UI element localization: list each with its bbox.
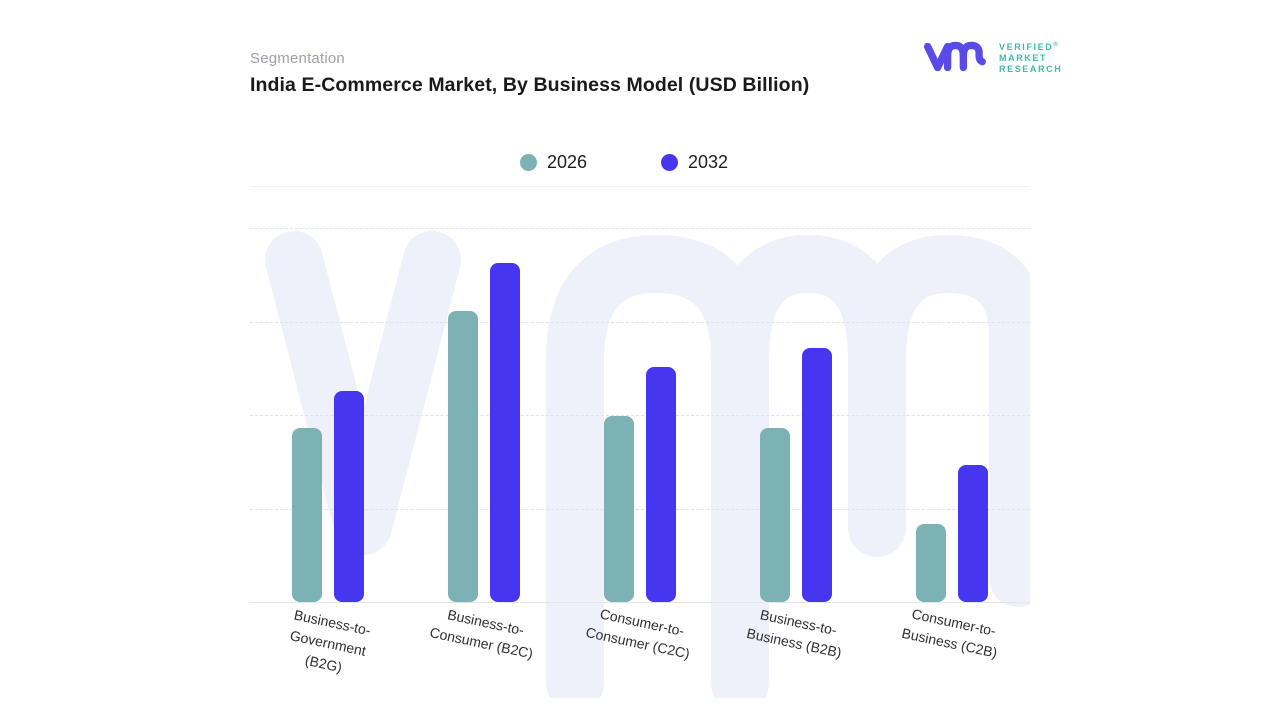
gridline-50 [250, 415, 1030, 416]
bar-2032-1 [334, 391, 364, 602]
bar-2032-5 [958, 465, 988, 602]
bar-group-4 [718, 228, 874, 602]
bars-container [250, 228, 1030, 602]
x-axis-label-2: Business-to- Consumer (B2C) [428, 606, 535, 662]
legend-label: 2026 [546, 151, 587, 172]
bar-2026-4 [760, 428, 790, 602]
x-axis-label-3: Consumer-to- Consumer (C2C) [584, 605, 692, 662]
x-axis-label-slot-4: Business-to- Business (B2B) [718, 606, 874, 675]
registered-mark: ® [1053, 41, 1058, 48]
legend: 2026 2032 [234, 148, 1014, 176]
x-axis-label-1: Business-to- Government (B2G) [288, 606, 373, 676]
eyebrow-label: Segmentation [250, 50, 345, 67]
bar-2026-5 [916, 524, 946, 602]
plot-area [250, 228, 1030, 698]
page-title: India E-Commerce Market, By Business Mod… [250, 74, 810, 96]
bar-2026-2 [448, 311, 478, 602]
bar-2026-3 [604, 416, 634, 602]
x-axis-label-slot-1: Business-to- Government (B2G) [250, 607, 406, 676]
bar-group-1 [250, 228, 406, 602]
x-axis-label-slot-5: Consumer-to- Business (C2B) [874, 606, 1030, 675]
legend-divider [250, 186, 1030, 187]
gridline-25 [250, 508, 1030, 510]
brand-line-1: VERIFIED® [999, 41, 1058, 52]
x-axis-label-slot-2: Business-to- Consumer (B2C) [406, 606, 562, 675]
bar-group-5 [874, 228, 1030, 602]
brand-line-3: RESEARCH [999, 63, 1063, 74]
bar-2032-3 [646, 367, 676, 602]
gridline-75 [250, 321, 1030, 323]
x-axis-label-slot-3: Consumer-to- Consumer (C2C) [562, 606, 718, 675]
x-axis-label-5: Consumer-to- Business (C2B) [900, 605, 1000, 661]
legend-dot-icon [661, 153, 678, 171]
vmr-monogram-icon [923, 41, 986, 72]
x-axis-baseline [250, 602, 1030, 603]
x-axis-labels: Business-to- Government (B2G) Business-to… [250, 606, 1030, 676]
gridline-100 [250, 228, 1030, 229]
x-axis-label-4: Business-to- Business (B2B) [745, 606, 843, 661]
legend-item-2026: 2026 [519, 151, 587, 173]
brand-wordmark: VERIFIED® MARKET RESEARCH [999, 40, 1062, 75]
legend-item-2032: 2032 [661, 152, 728, 173]
bar-group-2 [406, 228, 562, 602]
legend-label: 2032 [688, 151, 729, 172]
bar-2026-1 [292, 428, 322, 602]
brand-line-2: MARKET [999, 52, 1048, 63]
bar-group-3 [562, 228, 718, 602]
bar-2032-2 [490, 263, 520, 602]
legend-dot-icon [519, 153, 537, 171]
brand-logo: VERIFIED® MARKET RESEARCH [922, 36, 1062, 78]
bar-2032-4 [802, 348, 832, 602]
